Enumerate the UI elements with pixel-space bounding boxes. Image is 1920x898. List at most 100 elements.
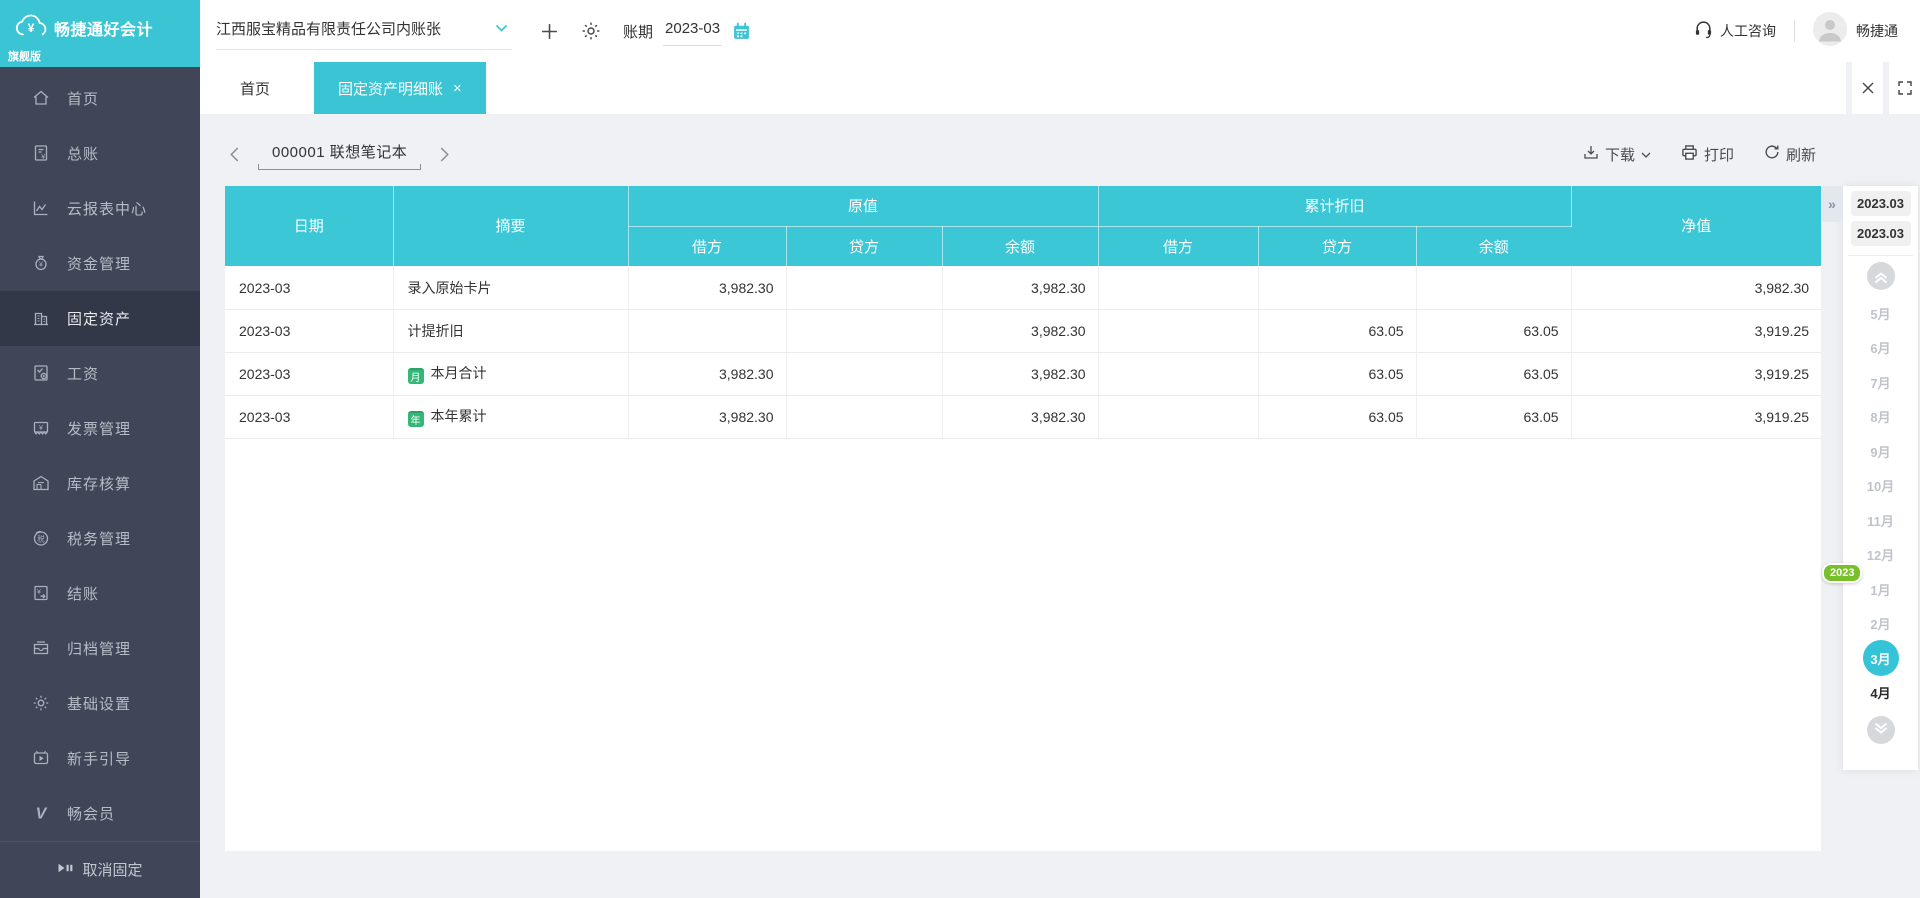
svg-text:¥: ¥	[37, 589, 41, 596]
month-label: 12月	[1866, 548, 1895, 564]
fullscreen-icon[interactable]	[1889, 62, 1920, 114]
sidebar-item-invoice[interactable]: ¥ 发票管理	[0, 401, 200, 456]
cell-amount	[1098, 352, 1259, 396]
sidebar-item-home[interactable]: 首页	[0, 71, 200, 126]
sidebar-item-settings[interactable]: 基础设置	[0, 676, 200, 731]
user-menu[interactable]: 畅捷通	[1813, 11, 1898, 51]
month-item-6月[interactable]: 6月	[1843, 331, 1918, 366]
record-selector[interactable]: 000001 联想笔记本	[258, 139, 422, 170]
month-item-10月[interactable]: 10月	[1843, 469, 1918, 504]
sidebar-item-label: 工资	[67, 365, 100, 383]
month-item-8月[interactable]: 8月	[1843, 400, 1918, 435]
sidebar-item-asset[interactable]: 固定资产	[0, 290, 200, 346]
settings-icon	[30, 692, 52, 714]
tab-bar: 首页 固定资产明细账 ×	[200, 62, 1920, 114]
col-header-net-value: 净值	[1571, 186, 1822, 267]
refresh-button[interactable]: 刷新	[1764, 144, 1816, 165]
inventory-icon	[30, 472, 52, 494]
sidebar-item-closing[interactable]: ¥ 结账	[0, 566, 200, 621]
cell-summary: 年本年累计	[393, 395, 629, 439]
month-item-2月[interactable]: 2月	[1843, 607, 1918, 642]
invoice-icon: ¥	[30, 417, 52, 439]
sidebar-item-salary[interactable]: 工资	[0, 346, 200, 401]
archive-icon	[30, 637, 52, 659]
month-item-1月[interactable]: 2023 1月	[1822, 563, 1918, 607]
cell-amount: 3,919.25	[1571, 309, 1822, 353]
sidebar-item-label: 基础设置	[67, 695, 132, 713]
cell-amount	[786, 352, 943, 396]
sidebar-item-member[interactable]: V 畅会员	[0, 786, 200, 841]
calendar-icon[interactable]	[728, 18, 755, 45]
col-header-balance: 余额	[942, 226, 1099, 267]
print-button[interactable]: 打印	[1681, 144, 1734, 165]
cell-date: 2023-03	[225, 309, 394, 353]
month-label: 4月	[1870, 686, 1891, 702]
salary-icon	[30, 362, 52, 384]
period-value[interactable]: 2023-03	[663, 16, 723, 46]
support-button[interactable]: 人工咨询	[1694, 20, 1776, 42]
sidebar: ¥ 畅捷通好会计 旗舰版 首页 ¥ 总账 云报表中心 ¥ 资金管理 固定资产 工资 ¥ 发票管理库…	[0, 0, 200, 898]
col-header-date: 日期	[225, 186, 394, 267]
next-record-icon[interactable]	[437, 145, 452, 164]
sidebar-item-archive[interactable]: 归档管理	[0, 621, 200, 676]
top-header: 江西服宝精品有限责任公司内账张 账期 2023-03	[200, 0, 1920, 62]
svg-text:税: 税	[37, 533, 45, 543]
panel-expand-icon[interactable]: »	[1821, 186, 1843, 222]
cell-amount	[1098, 266, 1259, 310]
scroll-down-icon[interactable]	[1866, 716, 1895, 744]
table-row: 2023-03 年本年累计 3,982.30 3,982.30 63.05 63.05 3,…	[225, 395, 1822, 439]
home-icon	[30, 87, 52, 109]
sidebar-item-guide[interactable]: 新手引导	[0, 731, 200, 786]
table-row: 2023-03 录入原始卡片 3,982.30 3,982.30 3,982.30	[225, 266, 1822, 310]
headset-icon	[1694, 20, 1713, 42]
month-item-4月[interactable]: 4月	[1843, 676, 1918, 711]
ledger-table: 日期 摘要 原值 累计折旧 净值 借方 贷方 余额 借方 贷方 余额	[225, 186, 1822, 439]
month-item-7月[interactable]: 7月	[1843, 365, 1918, 400]
cell-amount: 63.05	[1258, 352, 1417, 396]
svg-text:¥: ¥	[28, 21, 35, 35]
add-account-button[interactable]	[536, 18, 563, 45]
col-header-debit: 借方	[628, 226, 787, 267]
company-select[interactable]: 江西服宝精品有限责任公司内账张	[216, 12, 512, 50]
printer-icon	[1681, 144, 1698, 165]
cell-amount: 3,982.30	[942, 395, 1099, 439]
month-item-5月[interactable]: 5月	[1843, 296, 1918, 331]
sidebar-menu: 首页 ¥ 总账 云报表中心 ¥ 资金管理 固定资产 工资 ¥ 发票管理 库存核算税 税务管理 ¥ 结账 归档…	[0, 67, 200, 841]
period-pill-selected[interactable]: 2023.03	[1850, 221, 1911, 246]
cell-amount: 63.05	[1416, 352, 1572, 396]
tab-close-icon[interactable]: ×	[453, 79, 462, 97]
prev-record-icon[interactable]	[227, 145, 242, 164]
cell-summary: 月本月合计	[393, 352, 629, 396]
cell-amount: 3,982.30	[942, 266, 1099, 310]
month-item-11月[interactable]: 11月	[1843, 503, 1918, 538]
topbar-right: 人工咨询 畅捷通	[1694, 11, 1898, 51]
month-item-9月[interactable]: 9月	[1843, 434, 1918, 469]
settings-gear-icon[interactable]	[577, 17, 605, 45]
tab-active[interactable]: 固定资产明细账 ×	[314, 62, 486, 114]
guide-icon	[30, 747, 52, 769]
sidebar-item-tax[interactable]: 税 税务管理	[0, 511, 200, 566]
period-pill-current[interactable]: 2023.03	[1850, 191, 1911, 216]
month-item-12月[interactable]: 12月	[1843, 538, 1918, 573]
scroll-up-icon[interactable]	[1866, 262, 1895, 290]
col-group-original-value: 原值	[628, 186, 1099, 227]
sidebar-collapse-button[interactable]: 取消固定	[0, 840, 200, 898]
table-row: 2023-03 月本月合计 3,982.30 3,982.30 63.05 63.05 3,…	[225, 352, 1822, 396]
chevron-down-icon	[495, 20, 508, 37]
table-body: 2023-03 录入原始卡片 3,982.30 3,982.30 3,982.30 202…	[225, 266, 1822, 439]
cell-amount: 63.05	[1258, 309, 1417, 353]
support-label: 人工咨询	[1720, 23, 1776, 39]
sidebar-item-ledger[interactable]: ¥ 总账	[0, 126, 200, 181]
sidebar-item-report[interactable]: 云报表中心	[0, 181, 200, 236]
period-label: 账期	[623, 23, 654, 41]
sidebar-item-inventory[interactable]: 库存核算	[0, 456, 200, 511]
month-item-3月[interactable]: 3月	[1843, 640, 1918, 677]
close-all-icon[interactable]	[1852, 62, 1883, 114]
sidebar-item-label: 总账	[67, 145, 100, 163]
download-button[interactable]: 下载	[1583, 144, 1651, 165]
tab-home[interactable]: 首页	[218, 62, 292, 114]
sidebar-item-fund[interactable]: ¥ 资金管理	[0, 236, 200, 291]
company-name: 江西服宝精品有限责任公司内账张	[216, 21, 442, 38]
cell-amount: 3,919.25	[1571, 352, 1822, 396]
cell-amount: 3,982.30	[628, 395, 787, 439]
